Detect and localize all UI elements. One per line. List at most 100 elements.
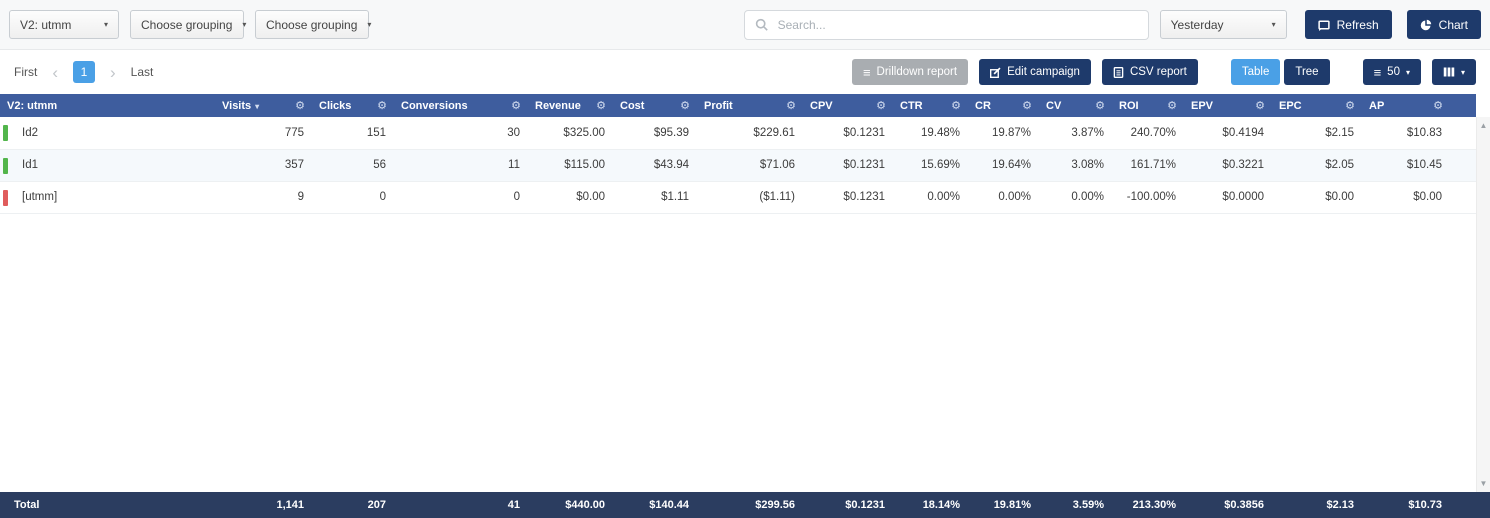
view-tree-button[interactable]: Tree: [1284, 59, 1330, 85]
conversions-cell: 30: [394, 117, 528, 150]
epv-cell: $0.0000: [1184, 181, 1272, 214]
cv-cell: 3.87%: [1039, 117, 1112, 150]
gear-icon[interactable]: ⚙: [1022, 100, 1032, 112]
table-row: Id2 775 151 30 $325.00 $95.39 $229.61 $0…: [0, 117, 1476, 150]
gear-icon[interactable]: ⚙: [511, 100, 521, 112]
report-controls-bar: First ‹ 1 › Last ≡ Drilldown report Edit…: [0, 50, 1490, 94]
search-box[interactable]: [743, 9, 1149, 40]
pagination-page-1[interactable]: 1: [73, 61, 95, 83]
pagination-last[interactable]: Last: [130, 65, 154, 79]
column-header-name[interactable]: V2: utmm: [0, 94, 215, 117]
chevron-left-icon[interactable]: ‹: [52, 62, 58, 82]
chevron-right-icon[interactable]: ›: [110, 62, 116, 82]
column-header-epv[interactable]: EPV ⚙: [1184, 94, 1272, 117]
grouping-select-2[interactable]: Choose grouping ▾: [255, 10, 372, 39]
gear-icon[interactable]: ⚙: [1433, 100, 1443, 112]
total-conversions: 41: [507, 499, 520, 511]
refresh-button[interactable]: Refresh: [1304, 10, 1392, 39]
status-indicator-negative: [3, 189, 8, 206]
total-label: Total: [14, 499, 40, 511]
total-ctr: 18.14%: [922, 499, 960, 511]
scroll-down-icon[interactable]: ▼: [1479, 479, 1488, 488]
column-header-revenue[interactable]: Revenue ⚙: [528, 94, 613, 117]
date-range-value: Yesterday: [1170, 17, 1224, 32]
filler-cell: [1450, 492, 1476, 518]
view-tree-label: Tree: [1295, 66, 1319, 78]
gear-icon[interactable]: ⚙: [1167, 100, 1177, 112]
list-icon: ≡: [862, 64, 871, 80]
grouping-select-1[interactable]: Choose grouping ▾: [130, 10, 247, 39]
pagination-first[interactable]: First: [14, 65, 38, 79]
conversions-cell: 0: [394, 181, 528, 214]
column-header-cr[interactable]: CR ⚙: [968, 94, 1039, 117]
column-header-epc[interactable]: EPC ⚙: [1272, 94, 1362, 117]
sort-desc-icon: ▾: [255, 101, 260, 111]
view-table-button[interactable]: Table: [1230, 59, 1281, 85]
cpv-cell: $0.1231: [803, 149, 893, 182]
column-header-cpv[interactable]: CPV ⚙: [803, 94, 893, 117]
column-header-profit[interactable]: Profit ⚙: [697, 94, 803, 117]
column-header-name-label: V2: utmm: [7, 99, 58, 112]
cv-cell: 3.08%: [1039, 149, 1112, 182]
gear-icon[interactable]: ⚙: [1255, 100, 1265, 112]
ap-cell: $10.45: [1362, 149, 1450, 182]
total-revenue: $440.00: [565, 499, 605, 511]
clicks-cell: 0: [312, 181, 394, 214]
chart-button[interactable]: Chart: [1406, 10, 1481, 39]
rows-per-page-value: 50: [1387, 66, 1400, 78]
campaign-select[interactable]: V2: utmm ▾: [9, 10, 119, 39]
chevron-down-icon: ▾: [1271, 20, 1276, 29]
gear-icon[interactable]: ⚙: [786, 100, 796, 112]
cr-cell: 19.87%: [968, 117, 1039, 150]
csv-report-button[interactable]: CSV report: [1101, 59, 1198, 85]
column-header-visits[interactable]: Visits ▾ ⚙: [215, 94, 312, 117]
visits-cell: 9: [215, 181, 312, 214]
column-header-ctr[interactable]: CTR ⚙: [893, 94, 968, 117]
chevron-down-icon: ▾: [1405, 67, 1410, 77]
gear-icon[interactable]: ⚙: [377, 100, 387, 112]
epv-cell: $0.3221: [1184, 149, 1272, 182]
column-header-clicks[interactable]: Clicks ⚙: [312, 94, 394, 117]
gear-icon[interactable]: ⚙: [680, 100, 690, 112]
pie-chart-icon: [1420, 19, 1432, 31]
chevron-down-icon: ▾: [242, 20, 247, 29]
row-name-cell[interactable]: [utmm]: [0, 181, 215, 214]
gear-icon[interactable]: ⚙: [295, 100, 305, 112]
gear-icon[interactable]: ⚙: [596, 100, 606, 112]
table-row: [utmm] 9 0 0 $0.00 $1.11 ($1.11) $0.1231…: [0, 181, 1476, 214]
table-row: Id1 357 56 11 $115.00 $43.94 $71.06 $0.1…: [0, 149, 1476, 182]
date-range-select[interactable]: Yesterday ▾: [1159, 10, 1287, 39]
cr-cell: 0.00%: [968, 181, 1039, 214]
revenue-cell: $0.00: [528, 181, 613, 214]
vertical-scrollbar[interactable]: ▲ ▼: [1476, 117, 1490, 492]
scroll-up-icon[interactable]: ▲: [1479, 121, 1488, 130]
total-roi: 213.30%: [1132, 499, 1176, 511]
column-header-conversions[interactable]: Conversions ⚙: [394, 94, 528, 117]
columns-icon: [1443, 66, 1455, 78]
total-epv: $0.3856: [1224, 499, 1264, 511]
ap-cell: $0.00: [1362, 181, 1450, 214]
rows-per-page-select[interactable]: ≡ 50 ▾: [1362, 59, 1421, 85]
column-header-cv[interactable]: CV ⚙: [1039, 94, 1112, 117]
clicks-cell: 56: [312, 149, 394, 182]
gear-icon[interactable]: ⚙: [1095, 100, 1105, 112]
gear-icon[interactable]: ⚙: [1345, 100, 1355, 112]
gear-icon[interactable]: ⚙: [951, 100, 961, 112]
row-name-cell[interactable]: Id2: [0, 117, 215, 150]
ctr-cell: 19.48%: [893, 117, 968, 150]
chevron-down-icon: ▾: [103, 20, 108, 29]
column-header-roi[interactable]: ROI ⚙: [1112, 94, 1184, 117]
chevron-down-icon: ▾: [367, 20, 372, 29]
gear-icon[interactable]: ⚙: [876, 100, 886, 112]
search-input[interactable]: [775, 16, 1138, 33]
columns-select-button[interactable]: ▾: [1431, 59, 1476, 85]
edit-campaign-button[interactable]: Edit campaign: [979, 59, 1091, 85]
column-header-cost[interactable]: Cost ⚙: [613, 94, 697, 117]
roi-cell: 240.70%: [1112, 117, 1184, 150]
total-clicks: 207: [367, 499, 386, 511]
drilldown-report-button[interactable]: ≡ Drilldown report: [851, 59, 969, 85]
row-name-cell[interactable]: Id1: [0, 149, 215, 182]
revenue-cell: $325.00: [528, 117, 613, 150]
column-header-ap[interactable]: AP ⚙: [1362, 94, 1450, 117]
chevron-down-icon: ▾: [1460, 67, 1465, 77]
